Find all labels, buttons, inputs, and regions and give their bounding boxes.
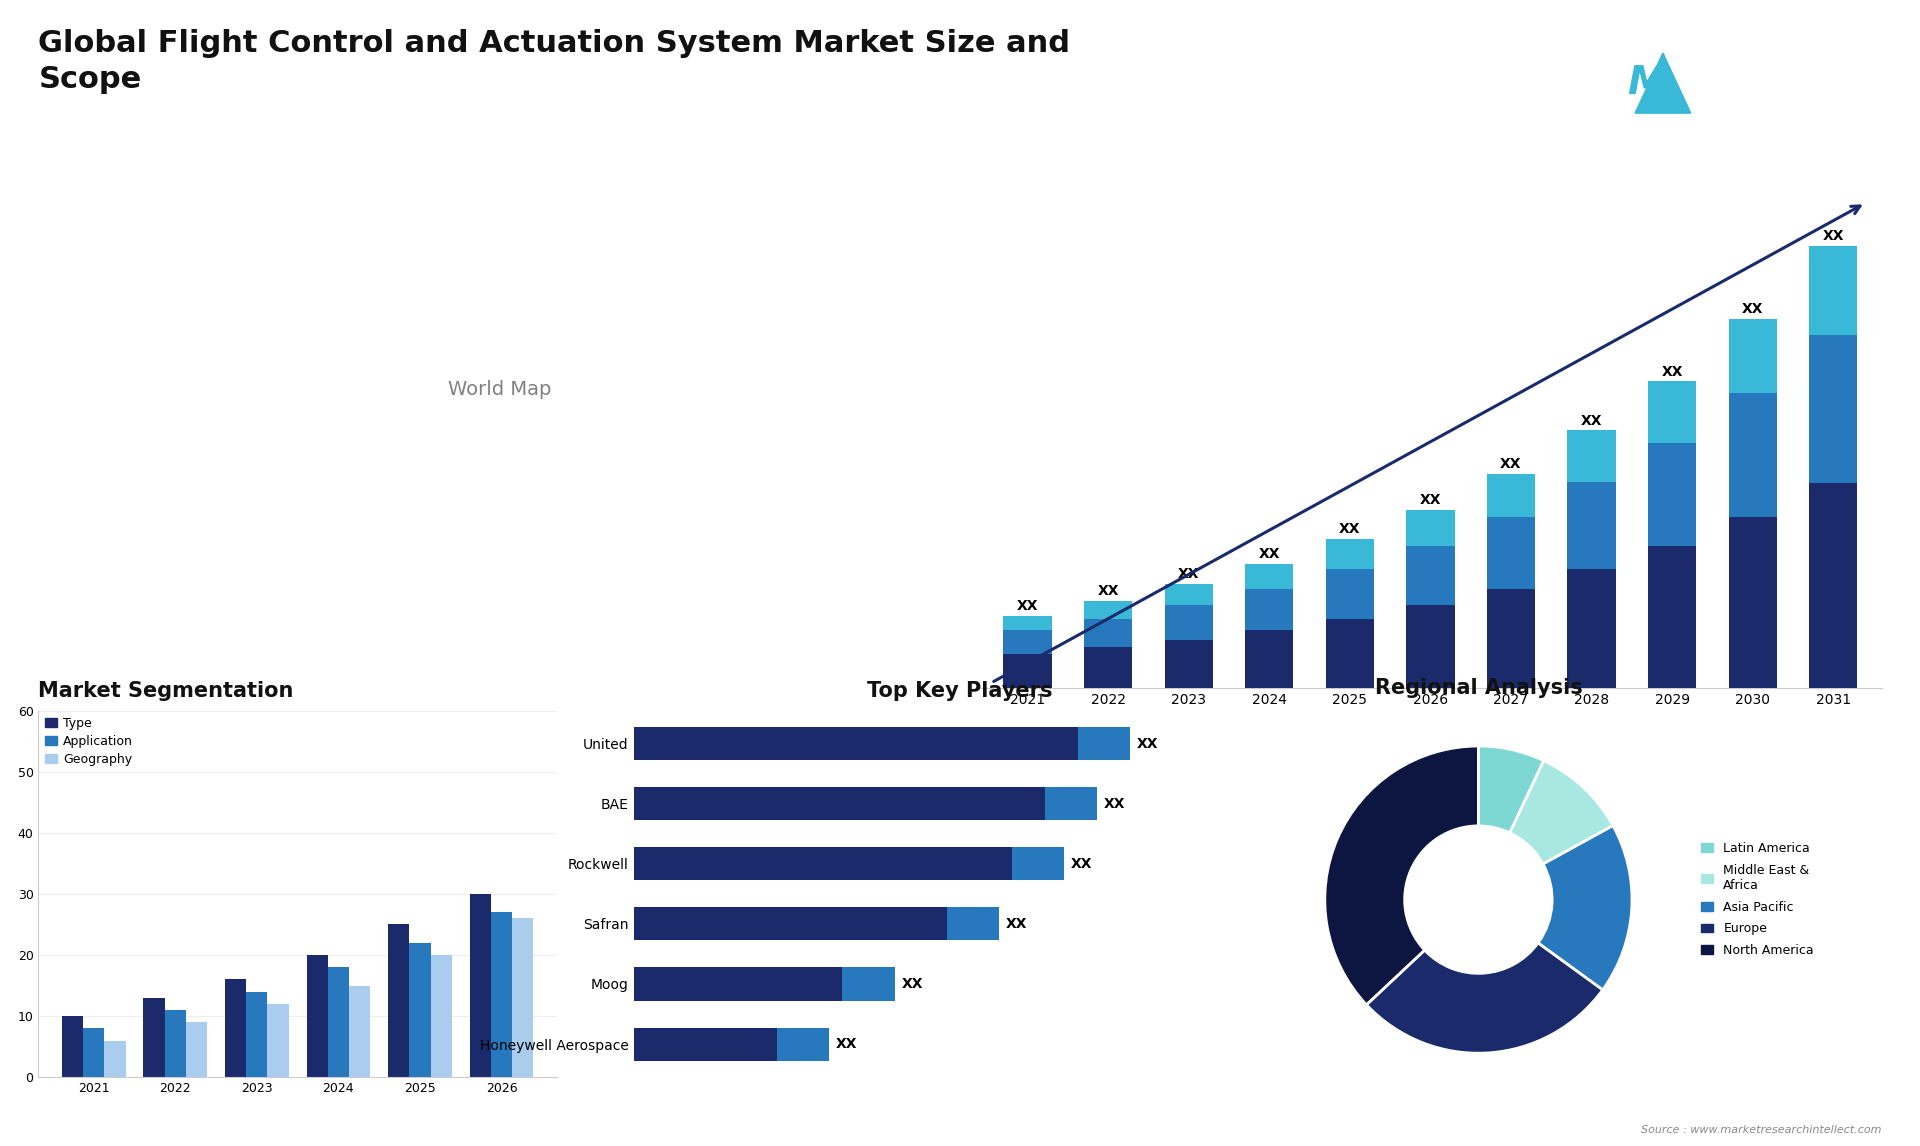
Bar (634, 1028, 778, 1060)
Bar (843, 967, 895, 1000)
Legend: Type, Application, Geography: Type, Application, Geography (44, 716, 132, 766)
Bar (1405, 545, 1455, 605)
Text: XX: XX (1741, 303, 1763, 316)
Bar (165, 1010, 186, 1077)
Bar (634, 787, 1044, 821)
Bar (1486, 517, 1536, 589)
Wedge shape (1325, 746, 1478, 1005)
Text: XX: XX (1419, 493, 1442, 508)
Bar (634, 728, 1077, 760)
Text: XX: XX (1580, 414, 1603, 427)
Bar (1244, 589, 1294, 630)
Bar (634, 847, 1012, 880)
Bar (1647, 442, 1695, 545)
Text: XX: XX (1104, 796, 1125, 810)
Text: XX: XX (1500, 457, 1523, 471)
Title: Top Key Players: Top Key Players (868, 681, 1052, 700)
Bar (1085, 602, 1133, 619)
Bar (1244, 564, 1294, 589)
Text: XX: XX (1071, 857, 1092, 871)
Text: XX: XX (835, 1037, 858, 1051)
Bar (1486, 589, 1536, 688)
Bar (225, 980, 246, 1077)
Text: Source : www.marketresearchintellect.com: Source : www.marketresearchintellect.com (1642, 1124, 1882, 1135)
Text: Global Flight Control and Actuation System Market Size and
Scope: Global Flight Control and Actuation Syst… (38, 29, 1071, 94)
Bar (328, 967, 349, 1077)
Wedge shape (1538, 825, 1632, 990)
Wedge shape (1367, 943, 1603, 1053)
Bar (186, 1022, 207, 1077)
Text: XX: XX (1338, 521, 1361, 536)
Bar (1244, 630, 1294, 688)
Bar (83, 1028, 104, 1077)
Bar (1012, 847, 1064, 880)
Bar (1077, 728, 1129, 760)
Bar (1567, 482, 1617, 568)
Bar (1486, 473, 1536, 517)
Bar (634, 967, 843, 1000)
Bar (1728, 517, 1776, 688)
Bar (246, 991, 267, 1077)
Text: XX: XX (900, 978, 924, 991)
Wedge shape (1478, 746, 1544, 833)
Bar (1004, 615, 1052, 630)
Bar (1567, 568, 1617, 688)
Wedge shape (1509, 761, 1613, 864)
Bar (1325, 619, 1375, 688)
Bar (1728, 393, 1776, 517)
Bar (430, 955, 451, 1077)
Bar (144, 998, 165, 1077)
Text: MARKET
RESEARCH
INTELLECT: MARKET RESEARCH INTELLECT (1718, 63, 1782, 103)
Text: Market Segmentation: Market Segmentation (38, 681, 294, 700)
Bar (470, 894, 492, 1077)
Bar (492, 912, 513, 1077)
Bar (1085, 619, 1133, 647)
Bar (388, 925, 409, 1077)
Polygon shape (1636, 53, 1692, 113)
Bar (61, 1017, 83, 1077)
Text: XX: XX (1179, 567, 1200, 581)
Text: XX: XX (1822, 229, 1843, 243)
Bar (513, 918, 534, 1077)
Bar (1325, 539, 1375, 568)
Text: XX: XX (1137, 737, 1158, 751)
Bar (1647, 382, 1695, 442)
Bar (409, 943, 430, 1077)
Text: XX: XX (1098, 584, 1119, 598)
Text: World Map: World Map (447, 380, 551, 399)
Text: XX: XX (1661, 364, 1682, 378)
Text: XX: XX (1258, 547, 1281, 560)
Bar (1165, 639, 1213, 688)
Bar (307, 955, 328, 1077)
Bar (947, 908, 998, 941)
Text: M: M (1626, 64, 1665, 102)
Bar (1405, 605, 1455, 688)
Bar (104, 1041, 125, 1077)
Bar (1325, 568, 1375, 619)
Bar (1809, 246, 1857, 336)
Bar (1728, 319, 1776, 393)
Text: XX: XX (1018, 598, 1039, 613)
Title: Regional Analysis: Regional Analysis (1375, 677, 1582, 698)
Bar (1567, 431, 1617, 482)
Bar (349, 986, 371, 1077)
Legend: Latin America, Middle East &
Africa, Asia Pacific, Europe, North America: Latin America, Middle East & Africa, Asi… (1695, 837, 1818, 963)
Bar (634, 908, 947, 941)
Bar (1809, 484, 1857, 688)
Bar (1647, 545, 1695, 688)
Bar (1165, 605, 1213, 639)
Bar (1165, 584, 1213, 605)
Bar (1004, 654, 1052, 688)
Bar (1085, 647, 1133, 688)
Bar (1004, 630, 1052, 654)
Bar (778, 1028, 829, 1060)
Text: XX: XX (1006, 917, 1027, 931)
Bar (1044, 787, 1096, 821)
Bar (1809, 336, 1857, 484)
Bar (267, 1004, 288, 1077)
Bar (1405, 510, 1455, 545)
